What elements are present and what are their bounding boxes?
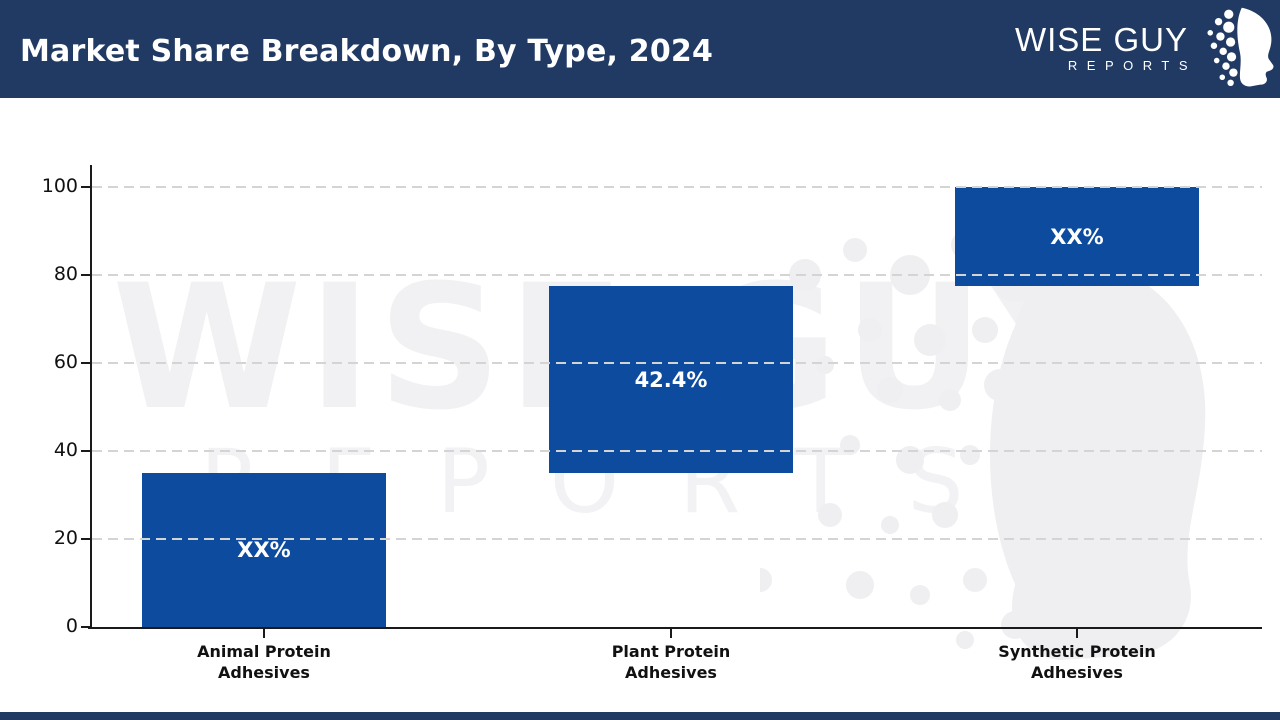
logo-face-icon bbox=[1207, 7, 1274, 87]
y-tick-label-0: 0 bbox=[65, 615, 78, 637]
brand-logo: WISE GUY REPORTS bbox=[1000, 0, 1280, 98]
y-tick-40 bbox=[81, 450, 90, 452]
gridline-80 bbox=[92, 274, 1262, 276]
category-label-line: Adhesives bbox=[1031, 663, 1123, 682]
y-tick-20 bbox=[81, 538, 90, 540]
category-label-3: Synthetic Protein Adhesives bbox=[917, 641, 1237, 683]
category-label-line: Adhesives bbox=[625, 663, 717, 682]
category-label-1: Animal Protein Adhesives bbox=[104, 641, 424, 683]
x-tick-1 bbox=[263, 629, 265, 638]
y-tick-80 bbox=[81, 274, 90, 276]
x-axis-spine bbox=[88, 627, 1262, 629]
footer-bar bbox=[0, 712, 1280, 720]
y-tick-60 bbox=[81, 362, 90, 364]
bar-value-label: XX% bbox=[237, 538, 291, 562]
gridline-20 bbox=[92, 538, 1262, 540]
gridline-60 bbox=[92, 362, 1262, 364]
y-tick-label-80: 80 bbox=[53, 263, 78, 285]
page-title: Market Share Breakdown, By Type, 2024 bbox=[20, 34, 714, 69]
gridline-100 bbox=[92, 186, 1262, 188]
y-tick-label-100: 100 bbox=[41, 175, 78, 197]
y-axis-spine bbox=[90, 165, 92, 629]
logo-subtext: REPORTS bbox=[1067, 58, 1197, 73]
y-tick-label-20: 20 bbox=[53, 527, 78, 549]
category-label-2: Plant Protein Adhesives bbox=[511, 641, 831, 683]
y-tick-0 bbox=[81, 626, 90, 628]
bar-1: XX% bbox=[142, 473, 386, 627]
category-label-line: Plant Protein bbox=[611, 642, 731, 661]
y-tick-label-40: 40 bbox=[53, 439, 78, 461]
x-tick-3 bbox=[1076, 629, 1078, 638]
x-tick-2 bbox=[670, 629, 672, 638]
y-tick-100 bbox=[81, 186, 90, 188]
y-tick-label-60: 60 bbox=[53, 351, 78, 373]
bar-2: 42.4% bbox=[549, 286, 793, 473]
bar-value-label: 42.4% bbox=[634, 367, 708, 392]
category-label-line: Animal Protein bbox=[197, 642, 331, 661]
category-label-line: Adhesives bbox=[218, 663, 310, 682]
header-bar: Market Share Breakdown, By Type, 2024 WI… bbox=[0, 0, 1280, 98]
category-label-line: Synthetic Protein bbox=[998, 642, 1156, 661]
bar-value-label: XX% bbox=[1050, 224, 1104, 249]
gridline-40 bbox=[92, 450, 1262, 452]
bar-3: XX% bbox=[955, 187, 1199, 287]
logo-wordmark: WISE GUY bbox=[1014, 21, 1188, 58]
